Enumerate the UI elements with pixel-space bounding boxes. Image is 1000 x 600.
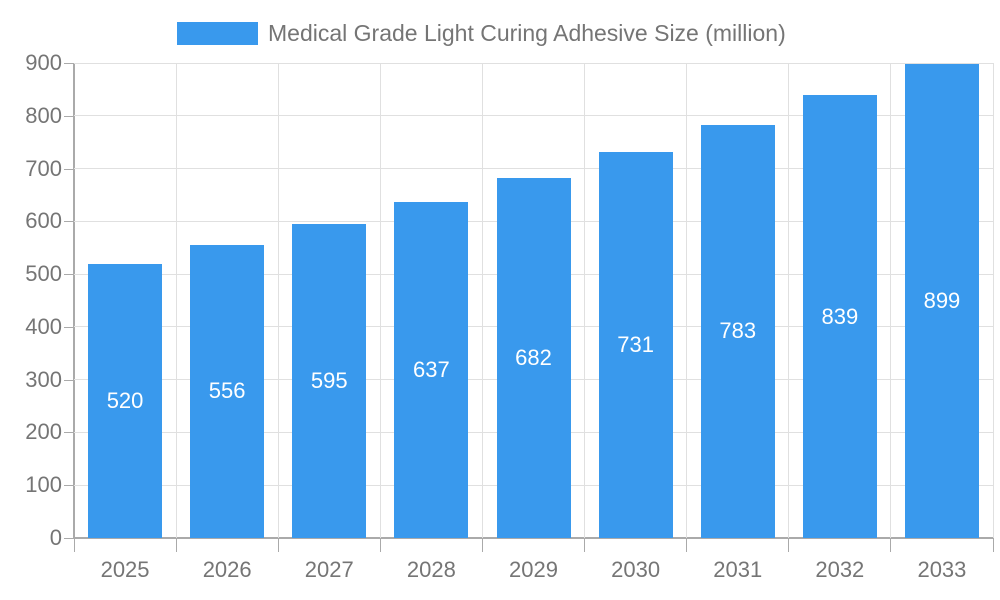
bar-value-label: 520 <box>106 387 144 413</box>
x-axis-tick <box>277 538 279 552</box>
y-axis-tick <box>64 274 74 276</box>
bar-2026[interactable]: 556 <box>190 244 265 538</box>
x-tick-label: 2028 <box>406 557 456 582</box>
y-tick-label: 600 <box>25 208 62 234</box>
v-gridline <box>584 63 586 538</box>
v-gridline <box>379 63 381 538</box>
y-tick-label: 100 <box>25 472 62 498</box>
bar-value-label: 783 <box>719 318 757 344</box>
bar-2030[interactable]: 731 <box>598 152 673 538</box>
v-gridline <box>481 63 483 538</box>
x-tick-label: 2025 <box>100 557 150 582</box>
y-axis-line <box>73 63 75 539</box>
bar-2028[interactable]: 637 <box>394 201 469 538</box>
bar-2025[interactable]: 520 <box>88 263 163 538</box>
y-tick-label: 300 <box>25 366 62 392</box>
x-axis-tick <box>175 538 177 552</box>
y-axis-tick <box>64 432 74 434</box>
bar-value-label: 682 <box>515 345 552 371</box>
y-axis-tick <box>64 63 74 64</box>
x-axis-tick <box>788 538 790 552</box>
y-tick-label: 700 <box>25 155 62 181</box>
x-tick-label: 2033 <box>917 557 967 582</box>
x-axis-tick <box>992 538 994 552</box>
h-gridline <box>74 115 993 117</box>
x-tick-label: 2031 <box>713 557 763 582</box>
legend-label: Medical Grade Light Curing Adhesive Size… <box>268 20 786 46</box>
plot-area: 520 556 595 637 682 731 783 839 899 <box>74 62 994 538</box>
bar-value-label: 556 <box>208 378 246 404</box>
bar-value-label: 839 <box>821 303 859 329</box>
y-tick-label: 500 <box>25 261 62 287</box>
bar-value-label: 637 <box>413 356 450 382</box>
x-axis-line <box>74 537 994 539</box>
y-axis-tick <box>64 115 74 117</box>
x-tick-label: 2026 <box>202 557 252 582</box>
y-tick-label: 400 <box>25 313 62 339</box>
v-gridline <box>890 63 892 538</box>
bar-2032[interactable]: 839 <box>802 95 877 538</box>
y-tick-label: 200 <box>25 419 62 445</box>
v-gridline <box>788 63 790 538</box>
y-tick-label: 900 <box>25 50 62 75</box>
x-tick-label: 2030 <box>611 557 661 582</box>
x-axis-tick <box>686 538 688 552</box>
bar-2029[interactable]: 682 <box>496 178 571 538</box>
h-gridline <box>74 62 993 64</box>
bar-2027[interactable]: 595 <box>292 223 367 538</box>
bar-value-label: 731 <box>617 332 654 358</box>
bar-2033[interactable]: 899 <box>904 63 979 538</box>
legend-item[interactable]: Medical Grade Light Curing Adhesive Size… <box>177 21 786 45</box>
x-axis-tick <box>890 538 892 552</box>
y-axis-tick <box>64 168 74 170</box>
x-tick-label: 2027 <box>304 557 354 582</box>
h-gridline <box>74 168 993 170</box>
y-axis-tick <box>64 485 74 487</box>
v-gridline <box>175 63 177 538</box>
y-axis-tick <box>64 326 74 328</box>
x-axis-tick <box>584 538 586 552</box>
y-axis-tick <box>64 538 74 539</box>
v-gridline <box>992 63 994 538</box>
bar-2031[interactable]: 783 <box>700 124 775 538</box>
x-axis-tick <box>481 538 483 552</box>
y-tick-label: 800 <box>25 102 62 128</box>
v-gridline <box>686 63 688 538</box>
y-axis-tick <box>64 379 74 381</box>
bar-value-label: 595 <box>310 367 348 393</box>
y-tick-label: 0 <box>49 525 62 550</box>
x-axis-tick <box>73 538 75 552</box>
y-axis-tick <box>64 221 74 223</box>
v-gridline <box>277 63 279 538</box>
x-axis-tick <box>379 538 381 552</box>
x-tick-label: 2032 <box>815 557 865 582</box>
x-tick-label: 2029 <box>509 557 558 582</box>
bar-value-label: 899 <box>923 287 961 313</box>
legend-swatch-icon <box>177 21 258 45</box>
